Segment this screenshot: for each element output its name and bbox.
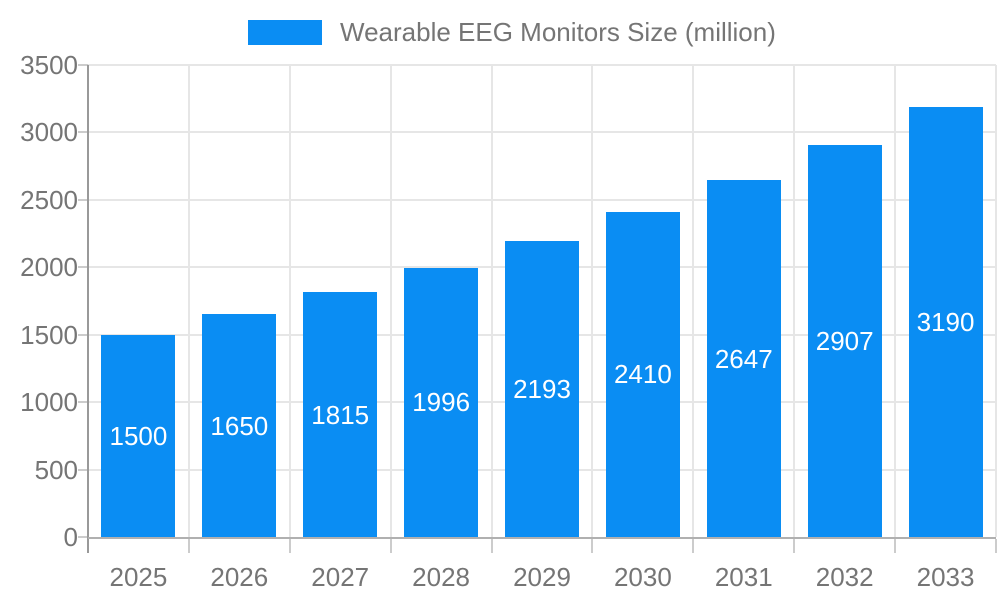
x-tick-mark <box>187 539 190 553</box>
bar-2025: 1500 <box>101 334 176 537</box>
y-axis-label: 2500 <box>20 184 78 215</box>
v-gridline <box>894 65 897 537</box>
h-gridline <box>88 198 996 201</box>
y-tick-mark <box>78 64 88 66</box>
x-axis-label: 2028 <box>412 562 471 592</box>
bar-value-label: 3190 <box>916 306 975 337</box>
x-axis-line <box>88 537 996 539</box>
x-tick-mark <box>288 539 291 553</box>
x-axis-label: 2029 <box>513 562 571 592</box>
y-axis-label: 1000 <box>20 387 78 418</box>
x-axis-label: 2026 <box>210 562 269 592</box>
v-gridline <box>995 65 997 537</box>
y-axis-label: 3500 <box>20 50 78 80</box>
chart-title: Wearable EEG Monitors Size (million) <box>340 17 776 47</box>
x-tick-mark <box>591 539 594 553</box>
v-gridline <box>490 65 493 537</box>
bar-2030: 2410 <box>605 211 680 537</box>
y-tick-mark <box>78 333 88 336</box>
x-axis-label: 2031 <box>714 562 773 592</box>
y-tick-mark <box>78 536 88 538</box>
x-axis-label: 2030 <box>613 562 672 592</box>
bar-value-label: 2193 <box>513 374 571 405</box>
y-tick-mark <box>78 266 88 269</box>
x-tick-mark <box>389 539 392 553</box>
legend-swatch <box>248 19 322 45</box>
v-gridline <box>692 65 695 537</box>
bar-value-label: 2410 <box>613 359 672 390</box>
x-axis-label: 2027 <box>311 562 370 592</box>
h-gridline <box>88 131 996 134</box>
y-axis-label: 0 <box>63 522 78 552</box>
x-tick-mark <box>894 539 897 553</box>
bar-2028: 1996 <box>404 267 479 537</box>
x-tick-mark <box>490 539 493 553</box>
y-tick-mark <box>78 401 88 404</box>
v-gridline <box>591 65 594 537</box>
v-gridline <box>288 65 291 537</box>
bar-value-label: 1650 <box>210 410 269 441</box>
bar-value-label: 1500 <box>109 420 168 451</box>
x-tick-mark <box>995 539 997 553</box>
x-tick-mark <box>692 539 695 553</box>
x-axis-label: 2033 <box>916 562 975 592</box>
x-tick-mark <box>793 539 796 553</box>
x-axis-label: 2032 <box>815 562 874 592</box>
y-tick-mark <box>78 131 88 134</box>
bar-value-label: 1996 <box>412 387 471 418</box>
x-axis-label: 2025 <box>109 562 168 592</box>
y-axis-line <box>87 65 89 553</box>
bar-2031: 2647 <box>706 180 781 537</box>
y-tick-mark <box>78 468 88 471</box>
v-gridline <box>187 65 190 537</box>
y-axis-label: 500 <box>34 454 78 485</box>
bar-value-label: 2647 <box>714 343 773 374</box>
bar-2029: 2193 <box>505 241 579 537</box>
y-axis-label: 3000 <box>20 117 78 148</box>
bar-2027: 1815 <box>303 292 378 537</box>
chart-legend: Wearable EEG Monitors Size (million) <box>248 17 776 47</box>
bar-2032: 2907 <box>807 144 882 537</box>
v-gridline <box>389 65 392 537</box>
bar-2033: 3190 <box>908 106 983 537</box>
y-axis-label: 1500 <box>20 319 78 350</box>
bar-value-label: 1815 <box>311 399 370 430</box>
y-tick-mark <box>78 198 88 201</box>
bar-value-label: 2907 <box>815 325 874 356</box>
bar-2026: 1650 <box>202 314 277 537</box>
h-gridline <box>88 64 996 66</box>
y-axis-label: 2000 <box>20 252 78 283</box>
v-gridline <box>793 65 796 537</box>
